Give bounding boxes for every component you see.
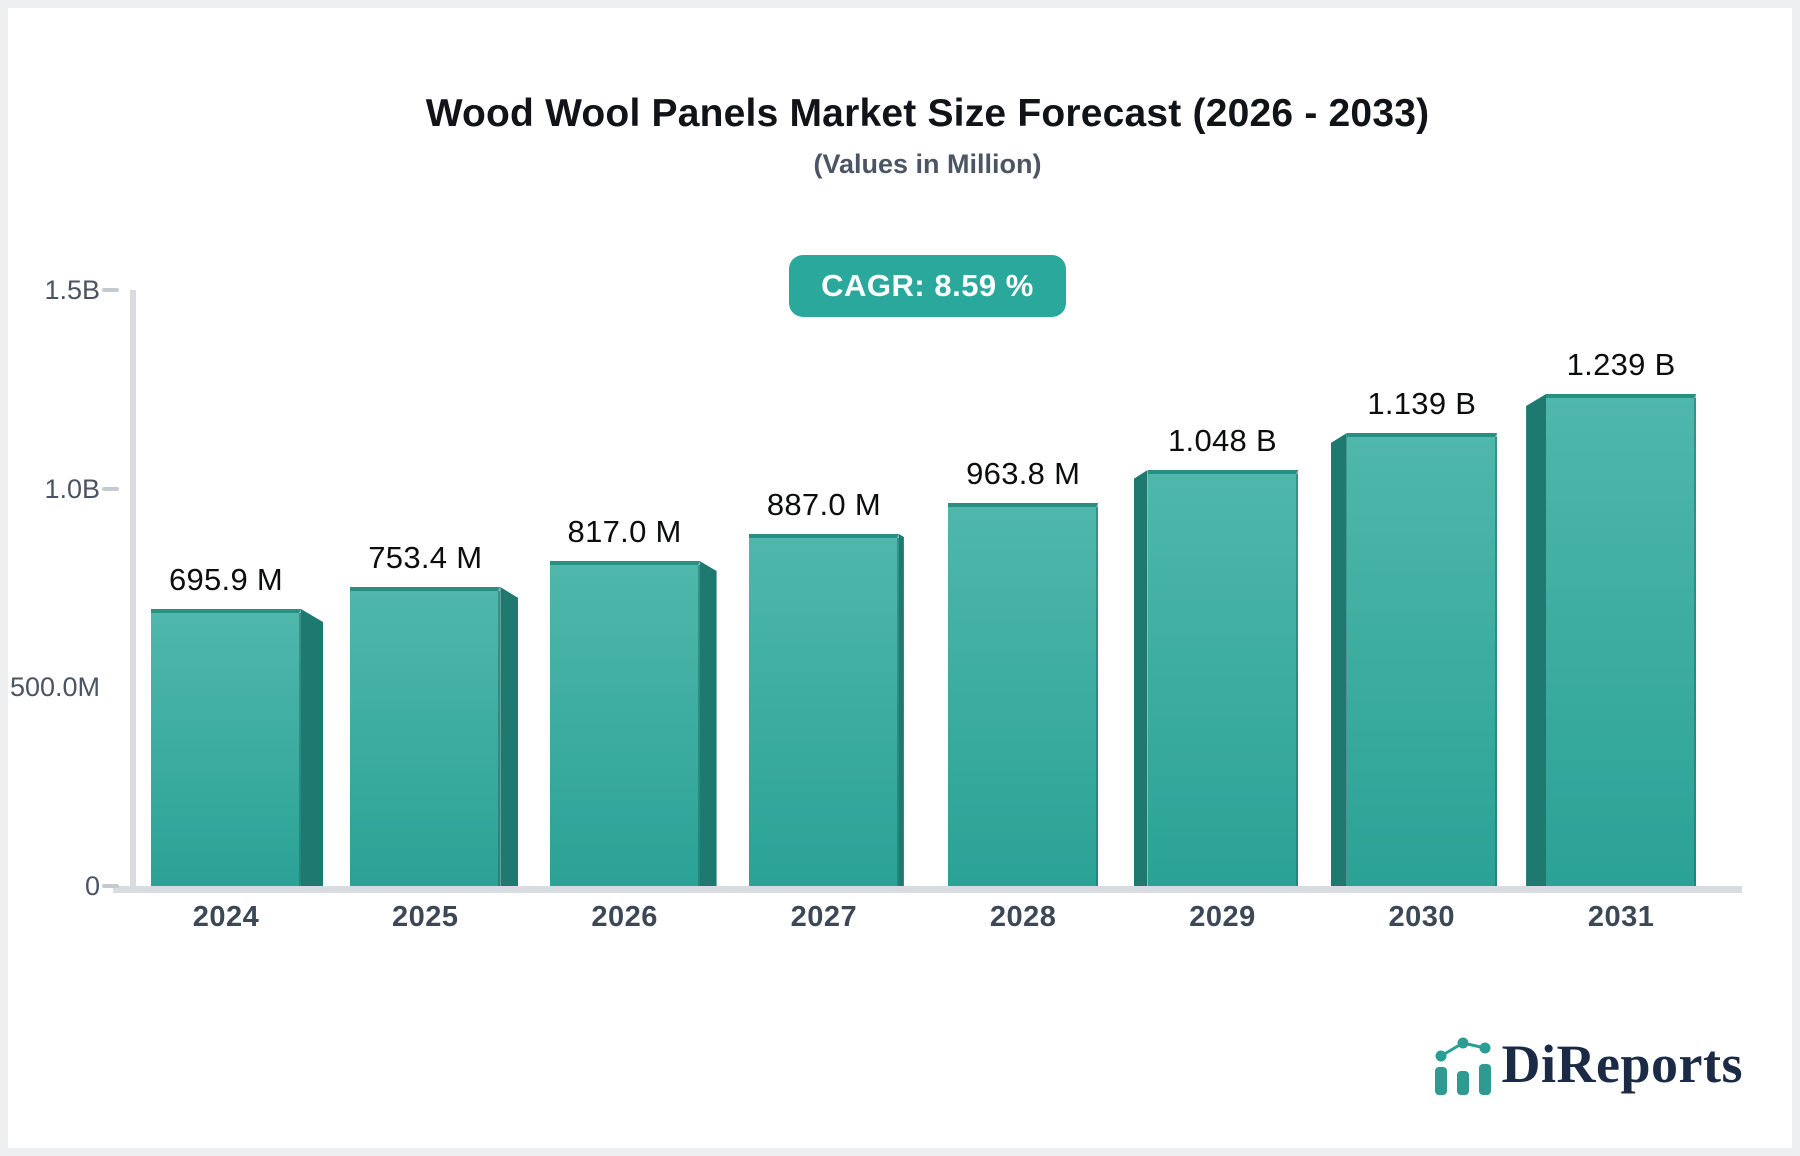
y-tick-dash (102, 884, 119, 888)
bar-side-2031 (1526, 394, 1547, 886)
bar-value-label-2024: 695.9 M (168, 562, 284, 597)
x-axis-line (113, 886, 1742, 893)
y-axis-line (130, 290, 136, 893)
bar-2024 (151, 609, 301, 886)
bar-2025 (350, 587, 501, 886)
brand-logo-text: DiReports (1501, 1034, 1743, 1094)
bar-side-2029 (1133, 470, 1148, 886)
bar-value-label-2025: 753.4 M (368, 540, 483, 575)
x-tick-label-2030: 2030 (1388, 901, 1456, 933)
x-tick-label-2025: 2025 (392, 901, 459, 933)
bar-side-2030 (1330, 433, 1347, 886)
y-tick-label: 1.0B (44, 473, 100, 504)
x-tick-label-2024: 2024 (192, 901, 260, 933)
y-tick-dash (102, 486, 119, 491)
chart-subtitle: (Values in Million) (813, 149, 1042, 179)
bar-side-2025 (500, 587, 519, 886)
bar-value-label-2027: 887.0 M (766, 487, 881, 522)
x-tick-label-2027: 2027 (790, 901, 858, 933)
x-tick-label-2026: 2026 (591, 901, 658, 933)
x-tick-label-2031: 2031 (1587, 901, 1655, 933)
bar-2031 (1546, 394, 1697, 886)
bar-value-label-2030: 1.139 B (1367, 386, 1477, 421)
y-tick-dash (102, 288, 119, 292)
bar-2026 (549, 561, 700, 886)
bar-chart-logo-icon (1434, 1037, 1491, 1095)
chart-title: Wood Wool Panels Market Size Forecast (2… (425, 92, 1430, 135)
bar-2029 (1147, 470, 1298, 886)
y-tick-label: 1.5B (44, 275, 100, 305)
y-tick-label: 0 (84, 871, 100, 901)
bar-2030 (1346, 433, 1497, 886)
bar-value-label-2029: 1.048 B (1168, 423, 1277, 458)
bar-value-label-2028: 963.8 M (966, 456, 1081, 491)
bar-2028 (948, 503, 1099, 886)
cagr-badge-band: CAGR: 8.59 % (113, 255, 1742, 317)
bar-2027 (748, 534, 899, 886)
cagr-badge: CAGR: 8.59 % (789, 255, 1066, 317)
bar-side-2026 (699, 561, 717, 886)
x-tick-label-2028: 2028 (989, 901, 1057, 933)
bar-value-label-2031: 1.239 B (1566, 347, 1676, 382)
bar-side-2027 (898, 534, 904, 886)
bar-value-label-2026: 817.0 M (567, 514, 682, 549)
brand-logo: DiReports (1430, 1031, 1743, 1097)
y-tick-label: 500.0M (9, 672, 100, 703)
x-tick-label-2029: 2029 (1189, 901, 1256, 933)
bar-side-2024 (301, 609, 323, 886)
